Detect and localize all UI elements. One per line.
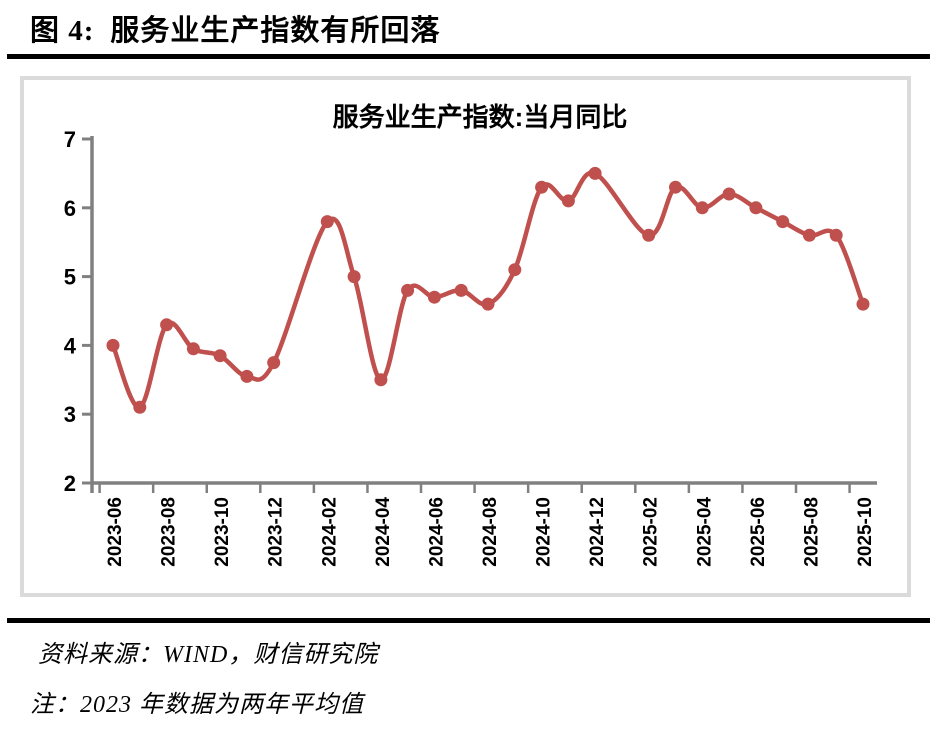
data-point: [320, 215, 334, 229]
data-point: [481, 297, 495, 311]
series-line: [110, 170, 866, 410]
data-point: [133, 400, 147, 414]
data-point: [802, 228, 816, 242]
figure-title: 服务业生产指数有所回落: [110, 15, 441, 47]
figure-number: 图 4:: [30, 15, 95, 47]
y-tick-label: 5: [64, 265, 76, 290]
line-chart: 服务业生产指数:当月同比 7 6 5 4 3 2 2023-06 2023-08 2023-10 2…: [64, 102, 877, 567]
x-tick-label: 2024-02: [319, 497, 340, 567]
top-divider: [7, 54, 930, 59]
x-tick-label: 2025-02: [641, 497, 662, 567]
data-point: [749, 201, 763, 215]
y-tick-label: 4: [64, 333, 77, 358]
data-point: [642, 228, 656, 242]
data-point: [401, 283, 415, 297]
data-point: [695, 201, 709, 215]
data-point: [374, 373, 388, 387]
chart-title: 服务业生产指数:当月同比: [333, 102, 628, 132]
data-point: [776, 215, 790, 229]
data-point: [213, 349, 227, 363]
data-point: [669, 180, 682, 194]
data-point: [829, 228, 843, 242]
y-tick-label: 7: [64, 127, 76, 152]
data-point: [106, 338, 120, 352]
source-note: 资料来源：WIND，财信研究院: [38, 642, 379, 668]
x-tick-label: 2023-12: [266, 497, 287, 567]
chart-panel: 服务业生产指数:当月同比 7 6 5 4 3 2 2023-06 2023-08 2023-10 2…: [20, 76, 911, 597]
data-point: [535, 180, 549, 194]
data-point: [508, 263, 522, 277]
data-note: 注：2023 年数据为两年平均值: [30, 692, 364, 718]
x-tick-label: 2025-04: [694, 497, 715, 567]
y-tick-label: 2: [64, 471, 76, 496]
x-tick-label: 2023-10: [212, 497, 233, 567]
data-point: [186, 342, 200, 356]
data-point: [722, 187, 736, 201]
data-point: [454, 283, 468, 297]
x-tick-label: 2024-06: [426, 497, 447, 567]
y-tick-label: 6: [64, 196, 76, 221]
data-point: [160, 318, 174, 332]
data-point: [588, 166, 602, 180]
bottom-divider: [7, 618, 930, 623]
data-point: [347, 270, 361, 284]
figure-caption: 图 4: 服务业生产指数有所回落: [30, 7, 440, 49]
x-tick-label: 2023-06: [105, 497, 126, 567]
data-point: [427, 290, 441, 304]
x-tick-label: 2024-04: [373, 497, 394, 567]
data-point: [561, 194, 575, 208]
data-point: [240, 369, 254, 383]
x-tick-label: 2024-12: [587, 497, 608, 567]
x-tick-label: 2025-06: [748, 497, 769, 567]
x-tick-label: 2024-08: [480, 497, 501, 567]
x-tick-label: 2024-10: [534, 497, 555, 567]
data-point: [856, 297, 870, 311]
data-point: [267, 356, 281, 370]
x-tick-label: 2025-10: [855, 497, 876, 567]
y-tick-label: 3: [64, 402, 76, 427]
x-tick-label: 2023-08: [159, 497, 180, 567]
x-tick-label: 2025-08: [801, 497, 822, 567]
